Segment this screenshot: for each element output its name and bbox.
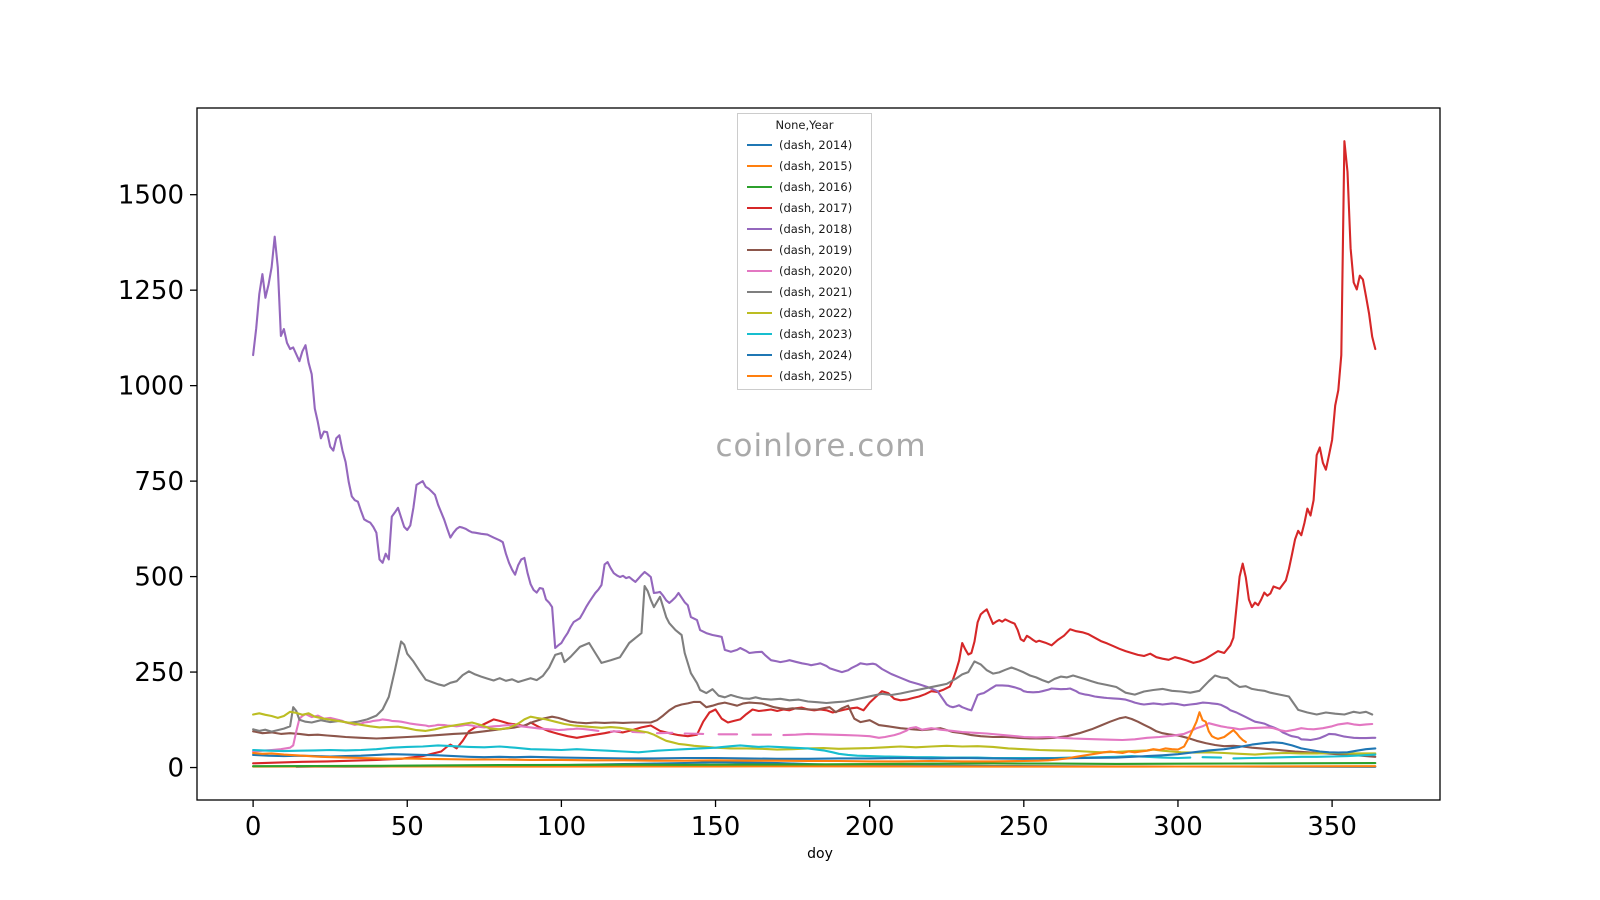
legend-items: (dash, 2014) (dash, 2015) (dash, 2016) (das… [743,134,866,387]
x-axis-label: doy [807,846,833,862]
y-tick-label: 1500 [118,181,184,211]
legend-entry: (dash, 2015) [743,155,866,176]
legend-entry-label: (dash, 2016) [779,179,853,194]
legend-line-sample [747,227,772,230]
legend-entry-label: (dash, 2021) [779,285,853,300]
legend-line-sample [747,375,772,378]
legend-entry-label: (dash, 2023) [779,327,853,342]
y-tick-label: 1250 [118,276,184,306]
y-tick-label: 500 [134,563,184,593]
legend-line-sample [747,164,772,167]
legend-entry-label: (dash, 2018) [779,221,853,236]
legend-line-sample [747,270,772,272]
x-tick-label: 300 [1153,812,1203,842]
legend: None,Year (dash, 2014) (dash, 2015) (dash,… [737,113,872,390]
y-tick-label: 0 [167,754,184,784]
series-line-2021 [252,585,1374,733]
x-tick-label: 350 [1307,812,1357,842]
legend-entry-label: (dash, 2015) [779,158,853,173]
series-line-2024 [252,741,1377,760]
x-tick-label: 200 [845,812,895,842]
legend-entry-label: (dash, 2020) [779,264,853,278]
x-tick-label: 250 [999,812,1049,842]
legend-entry-label: (dash, 2019) [779,242,853,257]
legend-entry: (dash, 2019) [743,239,866,260]
series-line-2025 [252,711,1247,763]
legend-line-sample [747,312,772,315]
legend-entry: (dash, 2020) [743,260,866,281]
legend-entry: (dash, 2025) [743,366,866,387]
legend-entry: (dash, 2018) [743,218,866,239]
legend-entry: (dash, 2014) [743,134,866,155]
legend-line-sample [747,291,772,294]
x-tick-label: 150 [691,812,741,842]
legend-entry: (dash, 2023) [743,324,866,345]
series-line-2018 [252,235,1377,742]
watermark: coinlore.com [715,428,927,464]
legend-entry-label: (dash, 2014) [779,137,853,152]
legend-entry: (dash, 2021) [743,282,866,303]
legend-entry: (dash, 2022) [743,303,866,324]
series-line-2017 [252,140,1377,765]
x-tick-label: 50 [391,812,424,842]
series-line-2016 [252,762,1377,768]
legend-title: None,Year [775,118,834,132]
legend-line-sample [747,333,772,336]
y-tick-label: 1000 [118,372,184,402]
legend-entry-label: (dash, 2025) [779,369,853,384]
legend-entry-label: (dash, 2022) [779,306,853,321]
legend-line-sample [747,206,772,209]
legend-line-sample [747,185,772,188]
legend-entry: (dash, 2024) [743,345,866,366]
series-line-2020 [252,713,1374,753]
legend-entry-label: (dash, 2017) [779,200,853,215]
y-tick-label: 250 [134,658,184,688]
legend-entry-label: (dash, 2024) [779,348,853,363]
x-tick-label: 0 [245,812,262,842]
legend-entry: (dash, 2016) [743,176,866,197]
y-tick-label: 750 [134,467,184,497]
legend-entry: (dash, 2017) [743,197,866,218]
plot-border [196,107,1441,801]
legend-line-sample [747,143,772,146]
legend-line-sample [747,248,772,251]
legend-line-sample [747,354,772,357]
x-tick-label: 100 [537,812,587,842]
